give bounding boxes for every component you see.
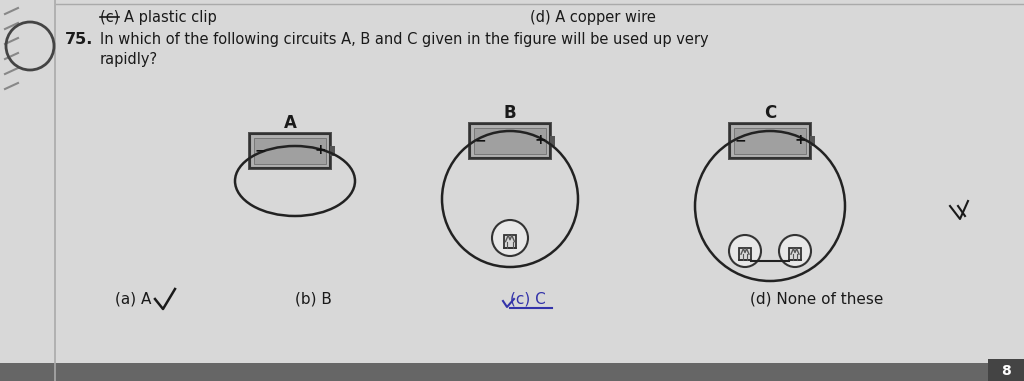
FancyBboxPatch shape [728, 122, 812, 160]
Text: 75.: 75. [65, 32, 93, 46]
Text: −: − [734, 133, 745, 147]
Text: (b) B: (b) B [295, 291, 332, 306]
Circle shape [729, 235, 761, 267]
FancyBboxPatch shape [550, 136, 555, 146]
Text: (c) C: (c) C [510, 291, 546, 306]
Circle shape [492, 220, 528, 256]
FancyBboxPatch shape [330, 146, 335, 156]
FancyBboxPatch shape [730, 124, 810, 158]
Circle shape [779, 235, 811, 267]
FancyBboxPatch shape [474, 128, 546, 154]
FancyBboxPatch shape [0, 363, 1024, 381]
FancyBboxPatch shape [468, 122, 552, 160]
Text: A: A [284, 114, 296, 132]
Text: +: + [795, 133, 806, 147]
FancyBboxPatch shape [810, 136, 815, 146]
FancyBboxPatch shape [248, 132, 332, 170]
Text: 8: 8 [1001, 364, 1011, 378]
FancyBboxPatch shape [504, 235, 516, 248]
Text: (d) None of these: (d) None of these [750, 291, 884, 306]
Text: (a) A: (a) A [115, 291, 152, 306]
Text: C: C [764, 104, 776, 122]
FancyBboxPatch shape [734, 128, 806, 154]
Text: (c) A plastic clip: (c) A plastic clip [100, 10, 217, 24]
FancyBboxPatch shape [254, 138, 326, 164]
Text: −: − [254, 143, 266, 157]
FancyBboxPatch shape [470, 124, 550, 158]
Text: +: + [535, 133, 546, 147]
FancyBboxPatch shape [790, 248, 801, 260]
Text: +: + [314, 143, 326, 157]
Text: rapidly?: rapidly? [100, 51, 158, 67]
Text: (d) A copper wire: (d) A copper wire [530, 10, 656, 24]
Text: −: − [474, 133, 485, 147]
FancyBboxPatch shape [739, 248, 751, 260]
Text: B: B [504, 104, 516, 122]
FancyBboxPatch shape [988, 359, 1024, 381]
FancyBboxPatch shape [250, 134, 330, 168]
Text: In which of the following circuits A, B and C given in the figure will be used u: In which of the following circuits A, B … [100, 32, 709, 46]
